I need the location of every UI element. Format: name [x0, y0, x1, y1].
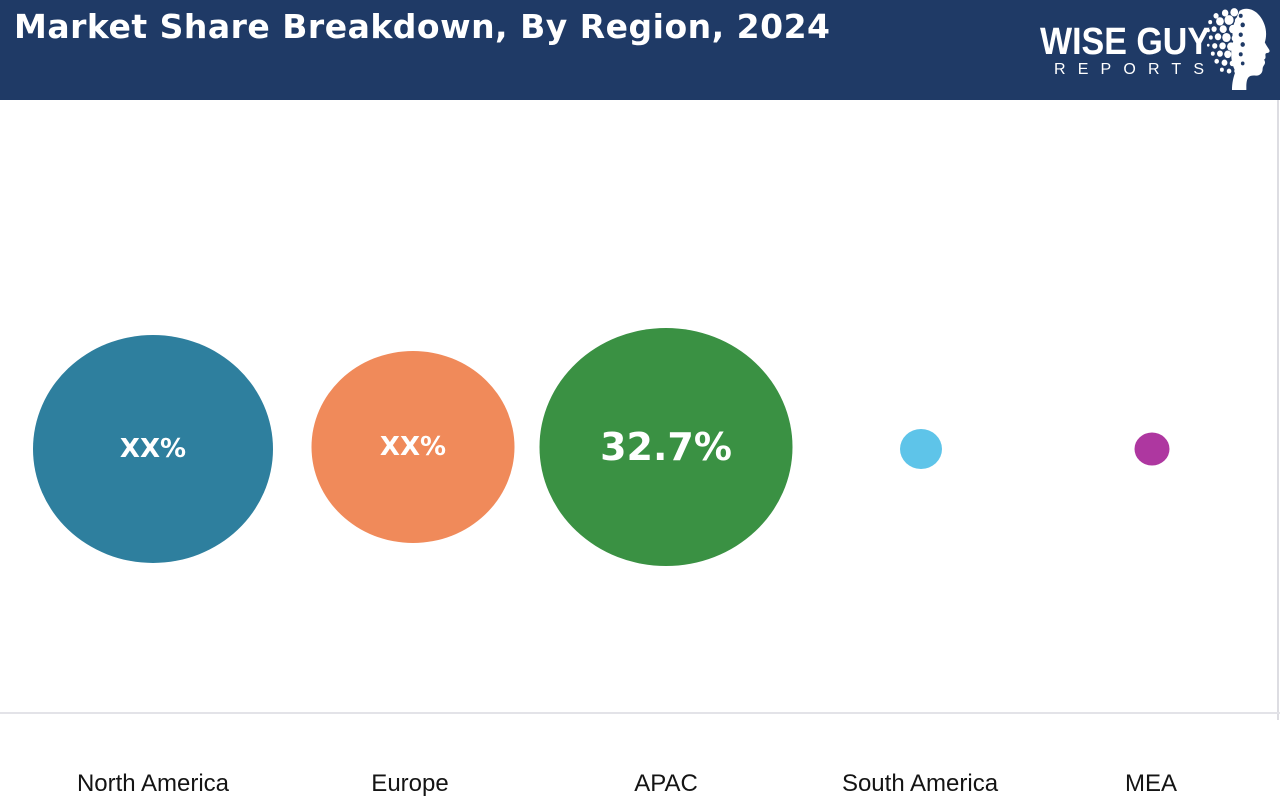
category-label-mea: MEA: [1124, 770, 1178, 797]
bubble-value-europe: XX%: [379, 432, 447, 462]
bubble-value-apac: 32.7%: [600, 425, 732, 469]
bubble-value-north-america: XX%: [119, 434, 187, 464]
header-bar: Market Share Breakdown, By Region, 2024 …: [0, 0, 1280, 100]
bubble-europe: XX%: [311, 351, 515, 543]
category-label-north-america: North America: [76, 770, 230, 797]
category-label-apac: APAC: [634, 770, 698, 797]
logo-head-icon: [1206, 8, 1270, 91]
bubble-south-america: [900, 429, 942, 469]
bubble-north-america: XX%: [33, 335, 273, 563]
logo-text-wiseguy: WISE GUY: [1040, 21, 1210, 63]
page-title: Market Share Breakdown, By Region, 2024: [14, 7, 831, 46]
category-label-europe: Europe: [371, 770, 449, 797]
bubble-mea: [1134, 432, 1170, 466]
bottom-edge-line: [0, 712, 1280, 714]
chart-area: XX% XX% 32.7% North America Europe APAC …: [0, 100, 1280, 797]
bubble-apac: 32.7%: [539, 328, 793, 566]
right-edge-line: [1277, 100, 1279, 720]
category-label-south-america: South America: [841, 770, 999, 797]
wiseguy-logo: WISE GUY REPORTS: [1040, 8, 1270, 91]
logo-text-reports: REPORTS: [1054, 61, 1204, 78]
